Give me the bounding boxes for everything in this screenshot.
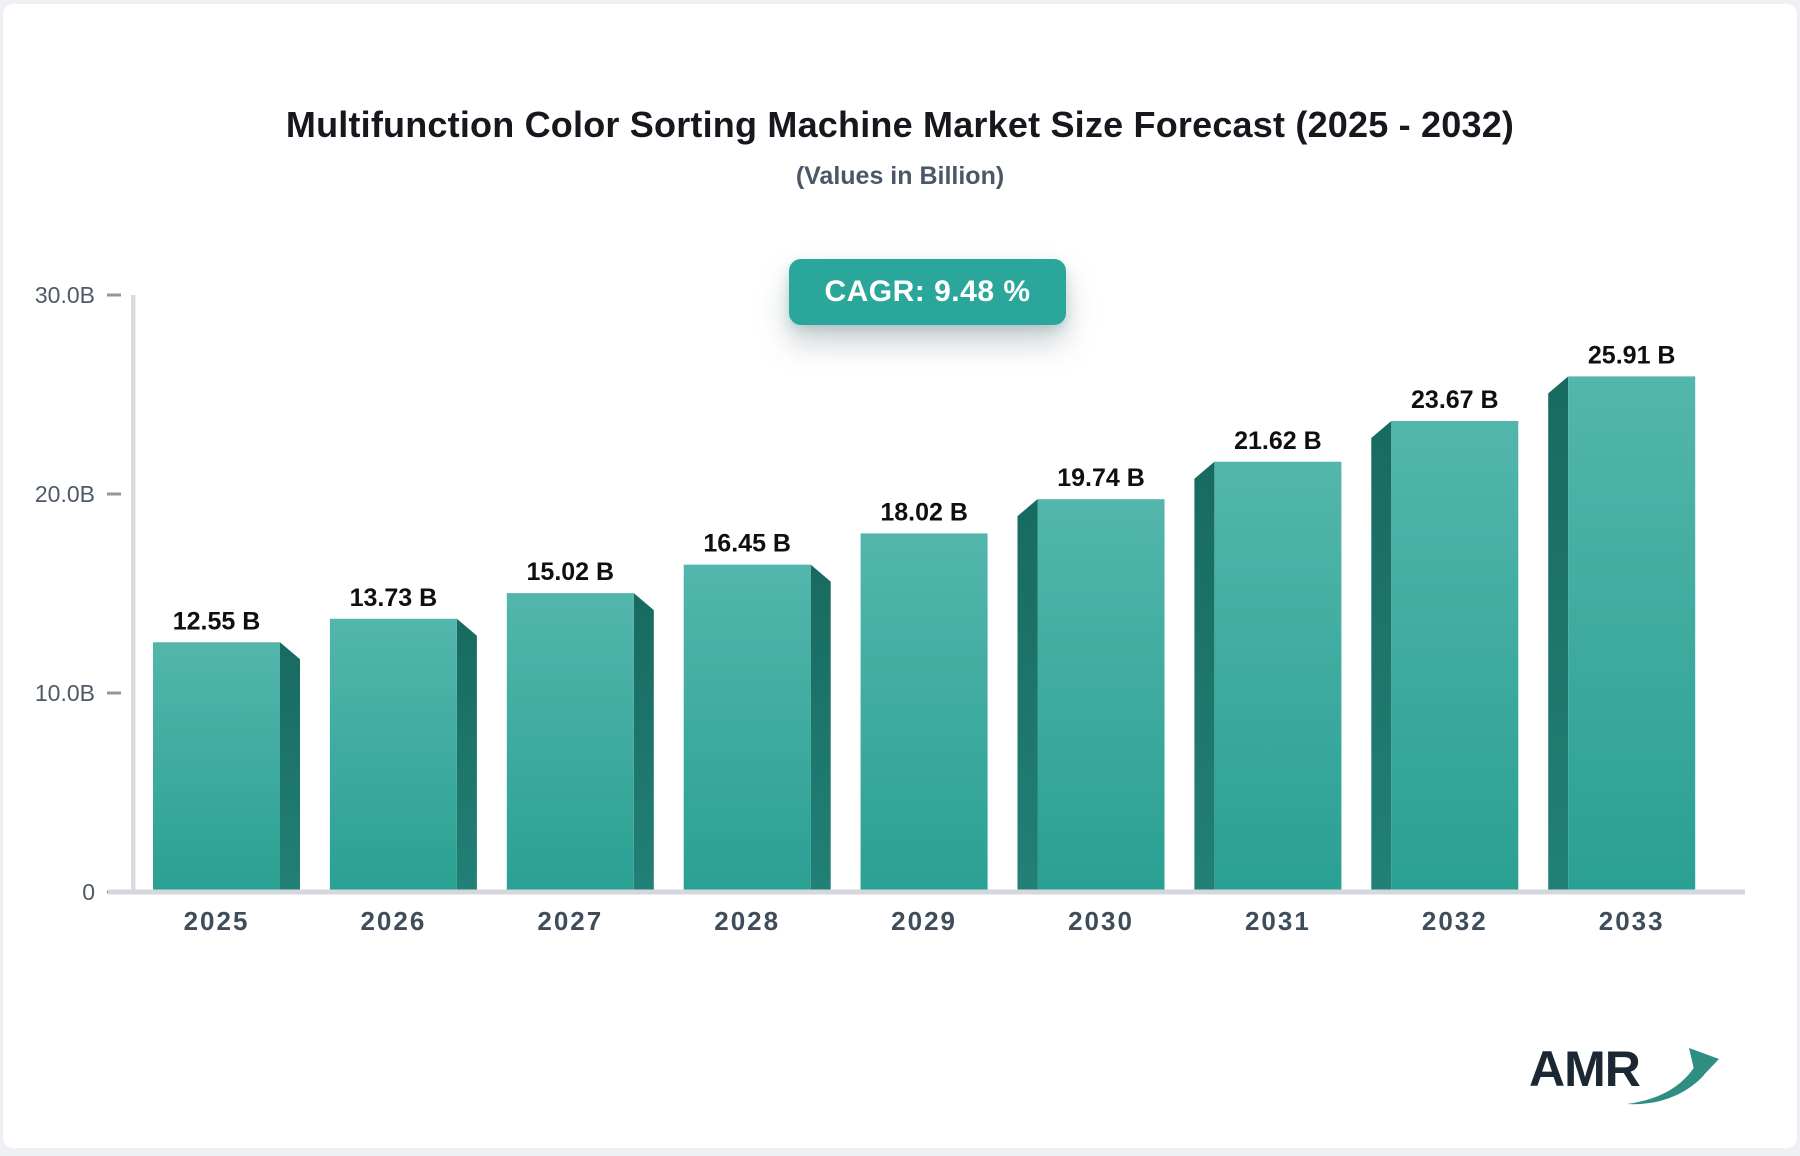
- chart-title: Multifunction Color Sorting Machine Mark…: [285, 104, 1515, 145]
- bar-value-label-2028: 16.45 B: [703, 530, 791, 558]
- bar-2030: [1037, 499, 1165, 891]
- y-tick: [107, 293, 121, 297]
- bar-side-2028: [810, 564, 831, 890]
- bar-2032: [1391, 420, 1519, 891]
- chart-subtitle: (Values in Billion): [795, 162, 1005, 190]
- bar-value-label-2025: 12.55 B: [173, 607, 261, 635]
- bar-value-label-2033: 25.91 B: [1588, 341, 1676, 369]
- bar-side-2032: [1371, 420, 1392, 890]
- x-tick-label-2031: 2031: [1245, 906, 1311, 936]
- bar-2026: [329, 618, 457, 891]
- y-axis-line: [131, 295, 136, 892]
- bar-side-2030: [1017, 499, 1038, 890]
- y-tick: [107, 691, 121, 695]
- bar-2028: [683, 564, 811, 891]
- bar-side-2027: [633, 593, 654, 890]
- x-tick-label-2028: 2028: [714, 906, 780, 936]
- x-tick-label-2030: 2030: [1068, 906, 1134, 936]
- bar-value-label-2030: 19.74 B: [1057, 464, 1145, 492]
- bar-value-label-2026: 13.73 B: [350, 584, 438, 612]
- amr-logo-text: AMR: [1529, 1041, 1641, 1097]
- growth-arrow-icon: [1627, 1048, 1719, 1105]
- y-tick-label: 0: [82, 879, 95, 905]
- x-tick-label-2026: 2026: [360, 906, 426, 936]
- x-tick-label-2027: 2027: [537, 906, 603, 936]
- y-tick-label: 20.0B: [35, 481, 95, 507]
- y-tick: [107, 492, 121, 496]
- bar-value-label-2031: 21.62 B: [1234, 427, 1322, 455]
- bar-side-2026: [456, 618, 477, 890]
- bar-chart: 30.0B 20.0B 10.0B 0 12.55 B 2025 13.73 B 2026 15…: [35, 282, 1745, 936]
- bar-2029: [860, 533, 988, 891]
- bar-2027: [506, 593, 634, 891]
- cagr-badge: CAGR: 9.48 %: [789, 259, 1066, 325]
- bar-side-2025: [280, 642, 300, 890]
- bar-value-label-2029: 18.02 B: [880, 498, 968, 526]
- x-axis-line: [108, 889, 1745, 895]
- y-tick-label: 10.0B: [35, 680, 95, 706]
- bar-2031: [1214, 461, 1342, 891]
- bar-value-label-2032: 23.67 B: [1411, 386, 1499, 414]
- bar-value-label-2027: 15.02 B: [527, 558, 615, 586]
- x-tick-label-2032: 2032: [1422, 906, 1488, 936]
- chart-card: Multifunction Color Sorting Machine Mark…: [3, 4, 1797, 1148]
- x-tick-label-2029: 2029: [891, 906, 957, 936]
- bar-2033: [1568, 376, 1696, 891]
- cagr-badge-label: CAGR: 9.48 %: [824, 275, 1031, 308]
- bar-2025: [153, 642, 280, 891]
- bar-side-2033: [1548, 376, 1569, 890]
- x-tick-label-2025: 2025: [184, 906, 250, 936]
- x-tick-label-2033: 2033: [1599, 906, 1665, 936]
- amr-logo: AMR: [1529, 1040, 1739, 1126]
- y-tick-label: 30.0B: [35, 282, 95, 308]
- bar-side-2031: [1194, 461, 1215, 890]
